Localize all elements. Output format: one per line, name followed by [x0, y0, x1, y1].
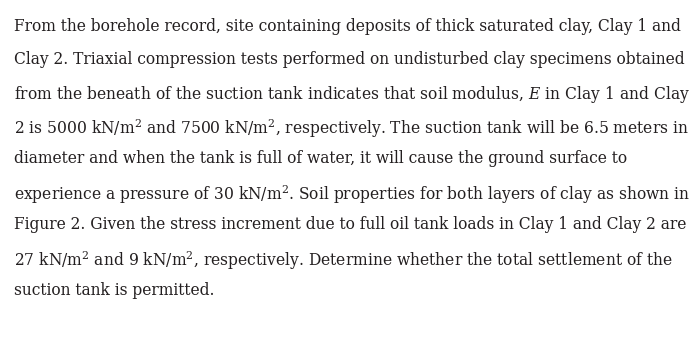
Text: suction tank is permitted.: suction tank is permitted. [14, 282, 214, 299]
Text: From the borehole record, site containing deposits of thick saturated clay, Clay: From the borehole record, site containin… [14, 18, 681, 35]
Text: experience a pressure of 30 kN/m$^2$. Soil properties for both layers of clay as: experience a pressure of 30 kN/m$^2$. So… [14, 183, 691, 206]
Text: 2 is 5000 kN/m$^2$ and 7500 kN/m$^2$, respectively. The suction tank will be 6.5: 2 is 5000 kN/m$^2$ and 7500 kN/m$^2$, re… [14, 117, 689, 140]
Text: Figure 2. Given the stress increment due to full oil tank loads in Clay 1 and Cl: Figure 2. Given the stress increment due… [14, 216, 686, 233]
Text: Clay 2. Triaxial compression tests performed on undisturbed clay specimens obtai: Clay 2. Triaxial compression tests perfo… [14, 51, 684, 68]
Text: from the beneath of the suction tank indicates that soil modulus, $E$ in Clay 1 : from the beneath of the suction tank ind… [14, 84, 690, 105]
Text: 27 kN/m$^2$ and 9 kN/m$^2$, respectively. Determine whether the total settlement: 27 kN/m$^2$ and 9 kN/m$^2$, respectively… [14, 249, 673, 272]
Text: diameter and when the tank is full of water, it will cause the ground surface to: diameter and when the tank is full of wa… [14, 150, 627, 167]
